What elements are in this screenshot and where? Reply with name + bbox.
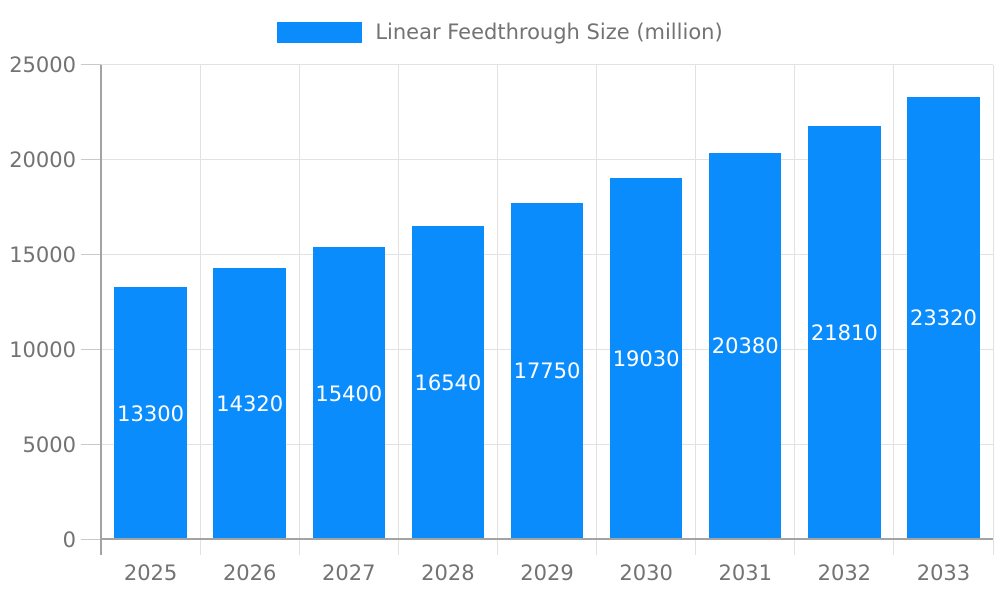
bar	[114, 287, 187, 540]
x-axis-label: 2029	[520, 561, 574, 585]
x-axis-label: 2027	[322, 561, 376, 585]
x-axis-label: 2032	[817, 561, 872, 585]
x-axis-label: 2025	[123, 561, 178, 585]
chart-legend: Linear Feedthrough Size (million)	[0, 20, 1000, 44]
h-gridline	[101, 159, 993, 160]
v-gridline	[496, 65, 498, 555]
bar-value-label: 21810	[810, 320, 878, 345]
bar-value-label: 16540	[414, 370, 482, 395]
y-axis-label: 25000	[9, 53, 76, 77]
bar-value-label: 19030	[612, 347, 680, 372]
bar-value-label: 23320	[910, 306, 977, 331]
bar-value-label: 15400	[315, 381, 383, 406]
x-axis-label: 2030	[619, 561, 673, 585]
legend-label: Linear Feedthrough Size (million)	[375, 20, 723, 44]
y-tick	[81, 349, 101, 350]
v-gridline	[596, 65, 598, 555]
bar-value-label: 13300	[117, 401, 184, 426]
y-tick	[81, 64, 101, 65]
x-axis-line	[101, 538, 993, 540]
bar-value-label: 20380	[711, 334, 779, 359]
v-gridline	[794, 65, 796, 555]
bar	[709, 152, 782, 540]
bar	[213, 267, 286, 540]
bar	[312, 247, 385, 540]
y-tick	[81, 444, 101, 445]
y-axis-line	[100, 65, 102, 555]
x-axis-label: 2026	[222, 561, 277, 585]
y-axis-label: 5000	[22, 433, 76, 457]
v-gridline	[695, 65, 697, 555]
bar	[609, 178, 683, 540]
bar	[510, 202, 584, 540]
y-axis-label: 15000	[9, 243, 76, 267]
v-gridline	[397, 65, 399, 555]
y-axis-label: 10000	[9, 338, 76, 362]
bar	[907, 96, 980, 540]
x-axis-label: 2028	[421, 561, 475, 585]
bar-value-label: 14320	[216, 391, 284, 416]
v-gridline	[298, 65, 300, 555]
y-axis-label: 0	[62, 528, 76, 552]
bar	[411, 225, 485, 540]
bar	[808, 125, 881, 540]
v-gridline	[992, 65, 994, 555]
y-axis-label: 20000	[9, 148, 76, 172]
bar-value-label: 17750	[513, 359, 581, 384]
y-tick	[81, 159, 101, 160]
x-axis-label: 2033	[916, 561, 971, 585]
y-tick	[81, 539, 101, 540]
legend-swatch	[277, 21, 363, 43]
plot-area: 0 5000 10000 15000 20000 25000 13300 2025 14320 2…	[9, 53, 994, 585]
h-gridline	[101, 64, 993, 65]
y-tick	[81, 254, 101, 255]
x-axis-label: 2031	[718, 561, 772, 585]
v-gridline	[893, 65, 895, 555]
v-gridline	[199, 65, 201, 555]
